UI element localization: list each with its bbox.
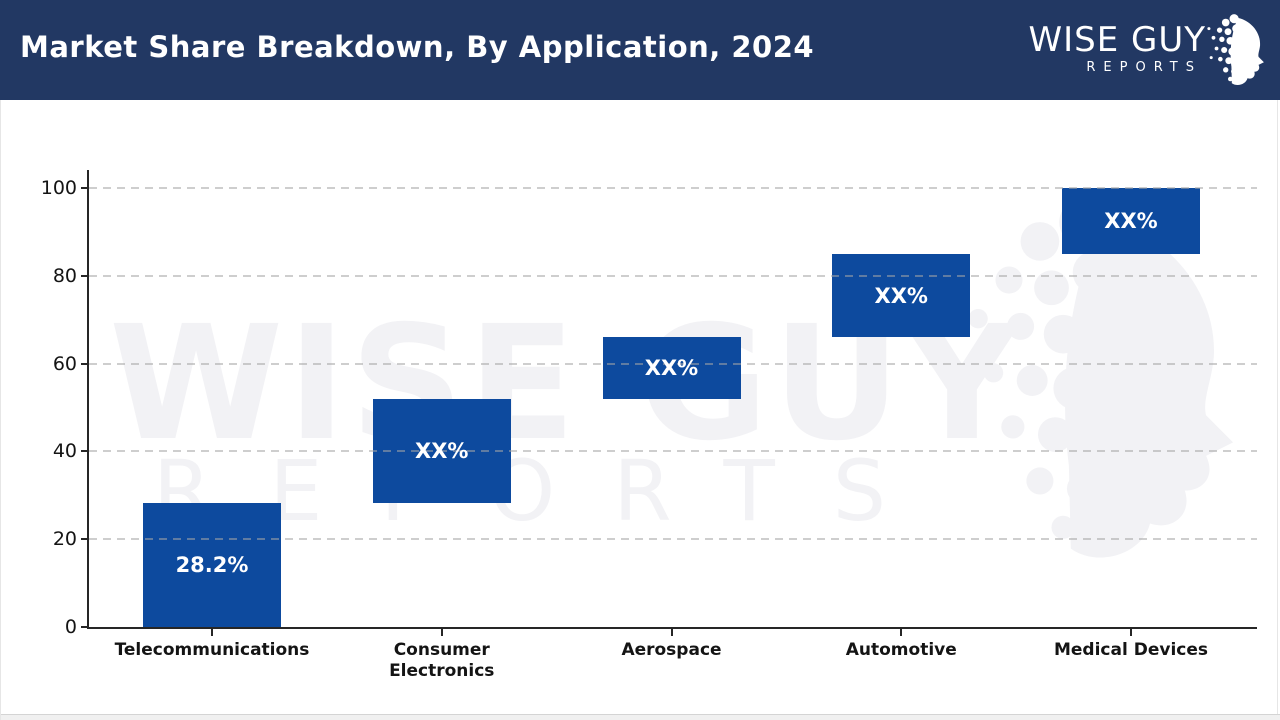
- chart-area: WISE GUY REPORTS 0 20 40 60 80 100 28.2% Teleco…: [0, 100, 1280, 720]
- y-tick-mark-40: [81, 450, 89, 453]
- bar-value-label-medical-devices: XX%: [1104, 208, 1158, 233]
- x-tick-mark-telecommunications: [211, 629, 213, 636]
- bar-telecommunications: [143, 503, 281, 627]
- y-tick-mark-60: [81, 362, 89, 365]
- y-axis-label-60: 60: [52, 352, 77, 375]
- x-axis-label-medical-devices: Medical Devices: [1053, 640, 1208, 660]
- y-axis-label-20: 20: [52, 528, 77, 551]
- x-axis-label-aerospace: Aerospace: [621, 640, 722, 660]
- x-axis-label-telecommunications: Telecommunications: [114, 640, 310, 660]
- y-tick-mark-20: [81, 538, 89, 541]
- y-axis-line: [87, 170, 89, 629]
- y-tick-mark-0: [81, 626, 89, 628]
- y-axis-label-100: 100: [40, 177, 77, 199]
- bar-aerospace: [602, 337, 741, 399]
- header: Market Share Breakdown, By Application, …: [0, 0, 1280, 100]
- y-axis-label-80: 80: [52, 264, 77, 287]
- bar-value-label-automotive: XX%: [874, 283, 928, 308]
- y-axis-label-40: 40: [52, 440, 77, 463]
- bar-value-label-telecommunications: 28.2%: [175, 553, 249, 578]
- watermark-head-icon: [947, 198, 1234, 558]
- logo-head-icon: [1207, 14, 1264, 85]
- x-axis-label-consumer-electronics: Consumer Electronics: [389, 640, 495, 682]
- gridline-60: [89, 362, 1257, 365]
- bar-value-label-aerospace: XX%: [644, 355, 699, 380]
- y-axis-label-0: 0: [64, 616, 77, 638]
- brand-logo: WISE GUY REPORTS: [1012, 4, 1272, 96]
- x-axis-line: [87, 627, 1257, 629]
- y-tick-mark-100: [81, 187, 89, 189]
- gridline-40: [89, 450, 1257, 453]
- gridline-20: [89, 538, 1257, 541]
- footer-strip: [1, 714, 1280, 720]
- x-tick-mark-automotive: [900, 629, 903, 636]
- x-axis-label-automotive: Automotive: [845, 640, 957, 660]
- logo-subtext: REPORTS: [1086, 60, 1202, 75]
- logo-wordmark: WISE GUY: [1028, 20, 1206, 60]
- x-tick-mark-aerospace: [670, 629, 673, 636]
- x-tick-mark-medical-devices: [1130, 629, 1132, 636]
- page-title: Market Share Breakdown, By Application, …: [20, 30, 815, 64]
- bar-value-label-consumer-electronics: XX%: [415, 438, 469, 463]
- gridline-80: [89, 274, 1257, 277]
- gridline-100: [89, 187, 1257, 189]
- y-tick-mark-80: [81, 274, 89, 277]
- x-tick-mark-consumer-electronics: [440, 629, 443, 636]
